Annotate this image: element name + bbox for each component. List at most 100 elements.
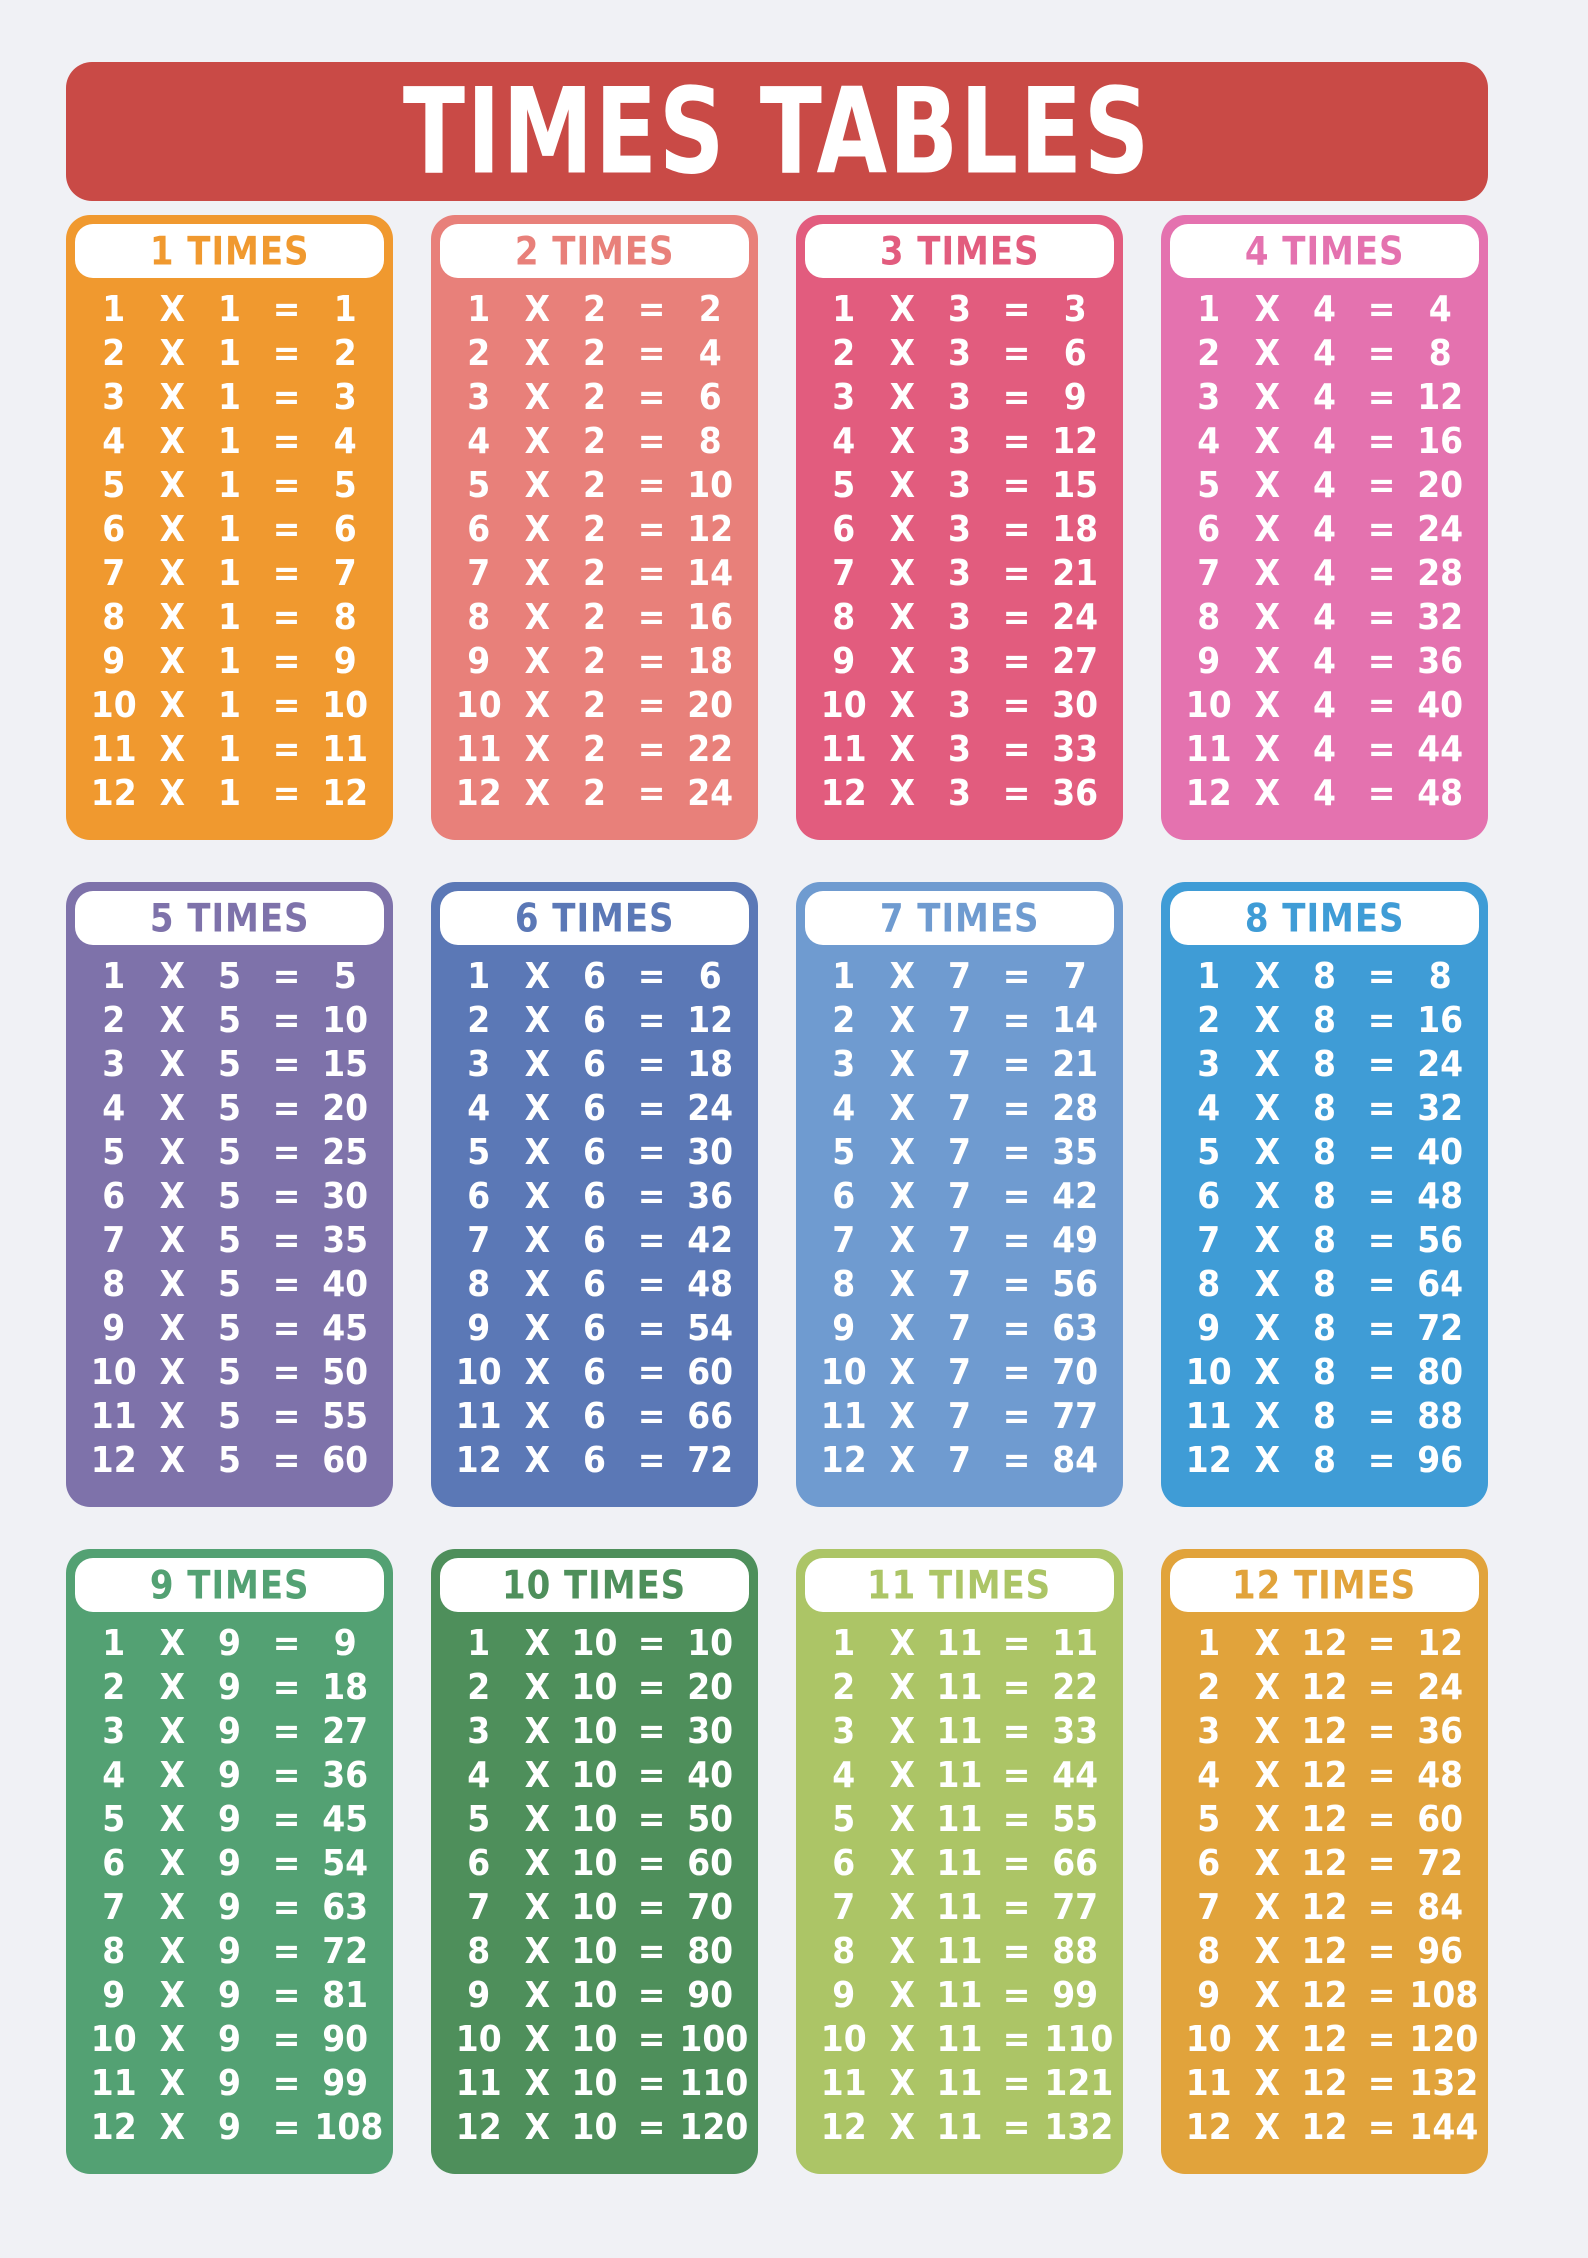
equals-operator: = [637,771,666,814]
product-value: 3 [333,375,357,418]
table-header-label: 10 TIMES [502,1562,687,1608]
base-value: 2 [582,419,606,462]
base-value: 6 [582,1130,606,1173]
product-value: 35 [322,1218,369,1261]
multiplier-value: 8 [467,595,491,638]
table-header-label: 8 TIMES [1244,895,1405,941]
multiplication-row: 10 X 8 = 80 [1178,1350,1471,1393]
poster: TIMES TABLES 1 TIMES 1 X 1 = 1 2 X 1 = 2… [66,62,1488,2174]
multiplication-row: 4 X 3 = 12 [813,422,1106,458]
product-value: 35 [1052,1130,1099,1173]
product-value: 33 [1052,1709,1099,1752]
multiplier-value: 12 [455,771,502,814]
base-value: 10 [571,1797,618,1840]
equals-operator: = [1002,375,1031,418]
table-header: 11 TIMES [805,1558,1114,1612]
product-value: 4 [1428,286,1452,330]
multiplier-value: 1 [832,1620,856,1664]
product-value: 72 [687,1438,734,1481]
equals-operator: = [1002,1130,1031,1173]
product-value: 132 [1044,2105,1114,2148]
product-value: 12 [322,771,369,814]
multiply-operator: X [1254,1929,1281,1972]
equals-operator: = [1367,331,1396,374]
base-value: 3 [947,595,971,638]
base-value: 9 [217,1753,241,1796]
equals-operator: = [272,595,301,638]
equals-operator: = [1367,551,1396,594]
product-value: 48 [687,1262,734,1305]
product-value: 40 [1417,1130,1464,1173]
base-value: 9 [217,2061,241,2104]
multiply-operator: X [889,1350,916,1393]
multiplier-value: 6 [467,1174,491,1217]
equals-operator: = [1002,953,1031,997]
base-value: 8 [1312,1262,1336,1305]
product-value: 11 [322,727,369,770]
equals-operator: = [637,1620,666,1664]
multiplier-value: 1 [102,286,126,330]
base-value: 8 [1312,1350,1336,1393]
base-value: 12 [1301,1797,1348,1840]
multiplier-value: 1 [1197,286,1221,330]
multiplication-row: 1 X 5 = 5 [83,957,376,993]
times-table-card-8: 8 TIMES 1 X 8 = 8 2 X 8 = 16 3 X 8 = 2 4 … [1161,882,1488,1507]
base-value: 10 [571,2061,618,2104]
product-value: 8 [1428,331,1452,374]
product-value: 81 [322,1973,369,2016]
multiplier-value: 12 [90,771,137,814]
product-value: 20 [687,683,734,726]
product-value: 36 [687,1174,734,1217]
equals-operator: = [637,331,666,374]
multiply-operator: X [159,1306,186,1349]
multiply-operator: X [159,1841,186,1884]
product-value: 110 [679,2061,749,2104]
base-value: 7 [947,1174,971,1217]
product-value: 72 [1417,1306,1464,1349]
product-value: 14 [687,551,734,594]
product-value: 84 [1417,1885,1464,1928]
multiplication-row: 2 X 8 = 16 [1178,1001,1471,1037]
product-value: 8 [333,595,357,638]
multiplication-row: 9 X 2 = 18 [448,639,741,682]
product-value: 70 [687,1885,734,1928]
multiply-operator: X [889,595,916,638]
equals-operator: = [637,1665,666,1708]
product-value: 36 [1052,771,1099,814]
multiplier-value: 12 [1185,2105,1232,2148]
base-value: 11 [936,2061,983,2104]
base-value: 10 [571,1620,618,1664]
multiply-operator: X [889,2105,916,2148]
base-value: 4 [1312,375,1336,418]
base-value: 12 [1301,1753,1348,1796]
table-header: 8 TIMES [1170,891,1479,945]
product-value: 48 [1417,771,1464,814]
multiply-operator: X [159,639,186,682]
base-value: 3 [947,507,971,550]
base-value: 9 [217,1929,241,1972]
times-tables-grid: 1 TIMES 1 X 1 = 1 2 X 1 = 2 3 X 1 = 3 4 … [66,215,1488,2174]
multiply-operator: X [524,1174,551,1217]
multiply-operator: X [1254,953,1281,997]
multiplier-value: 8 [1197,1262,1221,1305]
multiplier-value: 7 [102,1218,126,1261]
multiply-operator: X [1254,375,1281,418]
multiply-operator: X [1254,2105,1281,2148]
multiplier-value: 10 [90,1350,137,1393]
multiplier-value: 12 [820,2105,867,2148]
product-value: 5 [333,463,357,506]
base-value: 4 [1312,595,1336,638]
equals-operator: = [1367,1174,1396,1217]
base-value: 2 [582,639,606,682]
multiply-operator: X [159,998,186,1041]
base-value: 11 [936,1973,983,2016]
product-value: 12 [1417,375,1464,418]
base-value: 10 [571,1753,618,1796]
product-value: 9 [1063,375,1087,418]
product-value: 60 [687,1841,734,1884]
equals-operator: = [1367,419,1396,462]
multiply-operator: X [1254,1438,1281,1481]
equals-operator: = [637,1130,666,1173]
equals-operator: = [272,1218,301,1261]
multiplication-row: 5 X 9 = 45 [83,1801,376,1837]
